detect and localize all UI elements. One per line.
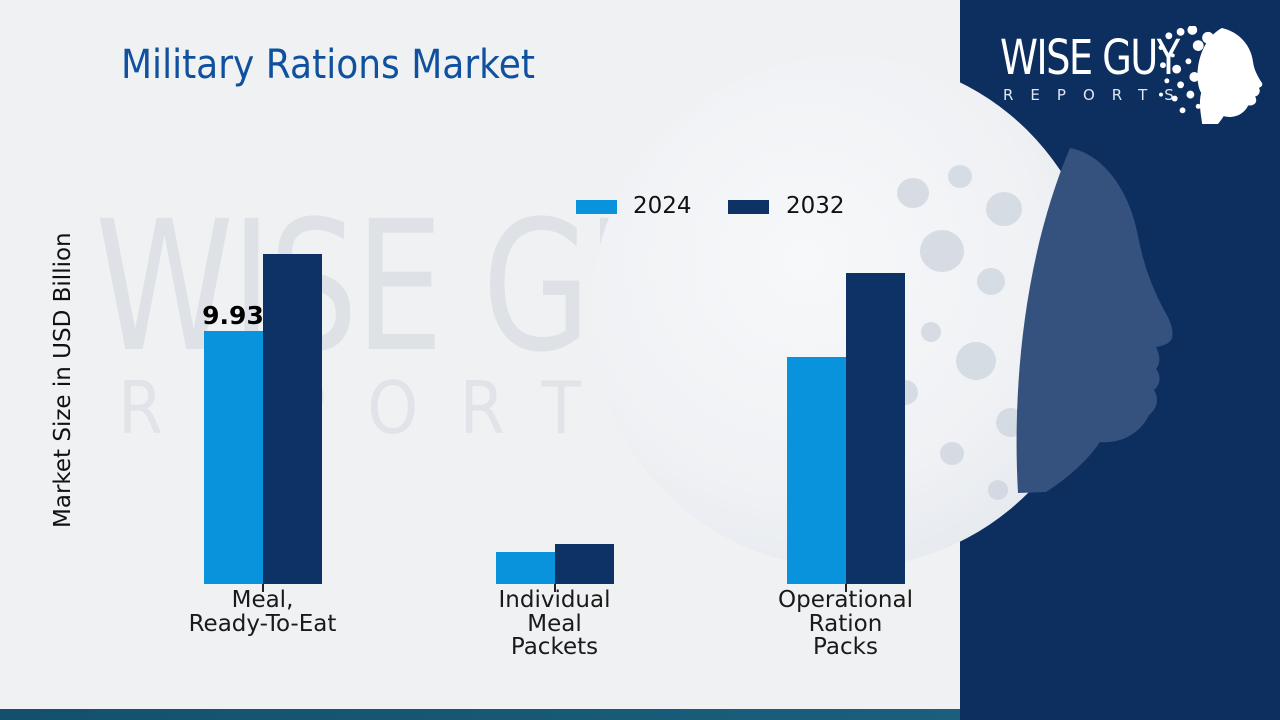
bar-2024-category-3 bbox=[786, 357, 846, 584]
logo-wiseguy-text: WISE GUY bbox=[1000, 30, 1180, 86]
legend-label-2032: 2032 bbox=[786, 193, 845, 219]
watermark-dot bbox=[956, 342, 996, 380]
watermark-dot bbox=[921, 322, 941, 342]
bar-2032-category-2 bbox=[554, 544, 614, 584]
bottom-accent-strip bbox=[0, 709, 1280, 720]
category-label-2: Individual Meal Packets bbox=[498, 587, 611, 660]
bar-2032-category-3 bbox=[845, 273, 905, 584]
watermark-dot bbox=[920, 230, 964, 272]
legend-swatch-2024 bbox=[576, 200, 617, 214]
watermark-dot bbox=[940, 442, 964, 465]
face-profile-silhouette bbox=[1016, 148, 1173, 493]
watermark-dot bbox=[977, 268, 1005, 295]
bar-2024-category-2 bbox=[495, 552, 555, 584]
watermark-dot bbox=[897, 178, 929, 208]
watermark-dot bbox=[988, 480, 1008, 500]
watermark-dot bbox=[948, 165, 972, 188]
legend-label-2024: 2024 bbox=[633, 193, 692, 219]
x-axis-tick bbox=[261, 584, 264, 592]
chart-title: Military Rations Market bbox=[121, 42, 535, 88]
bar-value-label: 9.93 bbox=[202, 301, 264, 330]
category-label-3: Operational Ration Packs bbox=[778, 587, 913, 660]
x-axis-tick bbox=[844, 584, 847, 592]
logo-reports-text: REPORTS bbox=[1003, 86, 1191, 104]
bar-2032-category-1 bbox=[262, 254, 322, 584]
logo-face-icon bbox=[1158, 26, 1263, 124]
category-label-1: Meal, Ready-To-Eat bbox=[188, 587, 337, 637]
watermark-dot bbox=[986, 192, 1022, 226]
legend-swatch-2032 bbox=[728, 200, 769, 214]
x-axis-tick bbox=[553, 584, 556, 592]
bar-2024-category-1 bbox=[203, 331, 263, 584]
